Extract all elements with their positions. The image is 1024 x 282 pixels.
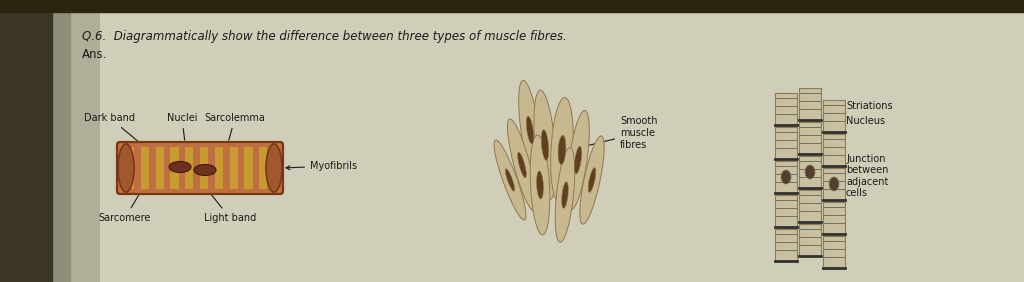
Bar	[823, 134, 845, 166]
Bar	[775, 161, 797, 193]
Bar	[823, 100, 845, 132]
Bar	[799, 88, 821, 120]
Ellipse shape	[494, 140, 526, 220]
Ellipse shape	[194, 164, 216, 175]
Ellipse shape	[519, 80, 542, 180]
Ellipse shape	[558, 135, 566, 165]
Ellipse shape	[551, 98, 573, 202]
Ellipse shape	[266, 144, 282, 192]
Bar	[0, 0, 100, 282]
Text: Sarcomere: Sarcomere	[98, 195, 152, 223]
Bar	[775, 127, 797, 159]
Ellipse shape	[118, 144, 134, 192]
Ellipse shape	[829, 177, 839, 191]
Text: Nuclei: Nuclei	[167, 113, 198, 140]
Text: Q.6.  Diagrammatically show the difference between three types of muscle fibres.: Q.6. Diagrammatically show the differenc…	[82, 30, 567, 43]
Bar	[215, 147, 223, 189]
Bar	[775, 229, 797, 261]
Bar	[823, 202, 845, 234]
Ellipse shape	[555, 148, 574, 242]
Text: Ans.: Ans.	[82, 48, 108, 61]
Ellipse shape	[562, 182, 568, 208]
Text: Junction
between
adjacent
cells: Junction between adjacent cells	[823, 154, 889, 199]
Ellipse shape	[566, 111, 589, 210]
Bar	[799, 122, 821, 154]
Bar	[823, 168, 845, 200]
Text: Sarcolemma: Sarcolemma	[205, 113, 265, 140]
Ellipse shape	[517, 152, 526, 178]
Bar	[799, 190, 821, 222]
Ellipse shape	[805, 165, 815, 179]
Bar	[799, 224, 821, 256]
Ellipse shape	[580, 136, 604, 224]
Ellipse shape	[526, 116, 534, 144]
Ellipse shape	[169, 162, 191, 173]
Bar	[259, 147, 267, 189]
Bar	[200, 147, 208, 189]
FancyBboxPatch shape	[117, 142, 283, 194]
Ellipse shape	[781, 170, 791, 184]
Text: Myofibrils: Myofibrils	[286, 161, 357, 171]
Bar	[775, 195, 797, 227]
Ellipse shape	[542, 130, 549, 160]
Text: Striations: Striations	[823, 101, 893, 111]
Bar	[229, 147, 238, 189]
Bar	[799, 156, 821, 188]
Bar	[141, 147, 148, 189]
Ellipse shape	[574, 146, 582, 174]
Ellipse shape	[508, 119, 537, 211]
Bar	[0, 0, 52, 282]
Bar	[156, 147, 164, 189]
Bar	[170, 147, 178, 189]
Ellipse shape	[537, 171, 544, 199]
Text: Nucleus: Nucleus	[823, 116, 885, 126]
Text: Smooth
muscle
fibres: Smooth muscle fibres	[585, 116, 657, 149]
Bar	[245, 147, 253, 189]
Bar	[126, 147, 134, 189]
Bar	[775, 93, 797, 125]
Ellipse shape	[530, 135, 550, 235]
Ellipse shape	[505, 169, 515, 191]
Bar	[52, 0, 70, 282]
Bar	[185, 147, 194, 189]
Text: Light band: Light band	[204, 195, 256, 223]
Text: Dark band: Dark band	[85, 113, 138, 141]
Bar	[823, 236, 845, 268]
Ellipse shape	[534, 90, 556, 200]
Bar	[0, 0, 1024, 12]
Ellipse shape	[588, 168, 596, 192]
